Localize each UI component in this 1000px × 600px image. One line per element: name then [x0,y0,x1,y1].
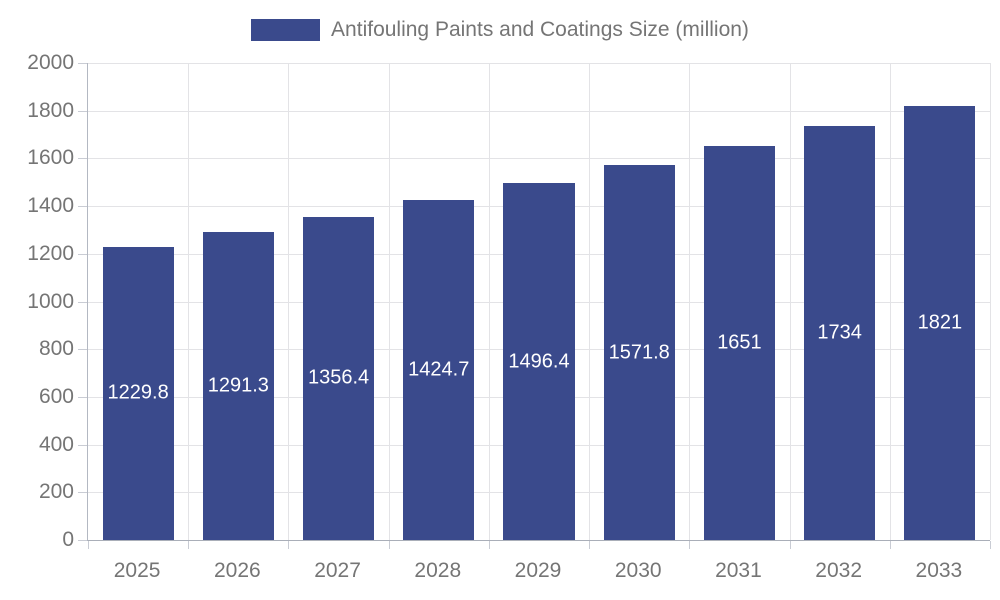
x-axis-tick [589,541,591,549]
y-tick-label: 1400 [27,194,74,218]
bar: 1571.8 [603,165,675,540]
x-tick-label: 2033 [915,559,963,582]
y-tick-label: 200 [38,480,74,504]
x-tick-label: 2026 [213,559,261,582]
x-tick-label: 2025 [113,559,161,582]
y-tick-label: 0 [62,528,74,551]
bar: 1651 [703,146,776,540]
y-axis: 0 200 400 600 800 1000 1200 1400 1600 1800 2000 [0,51,74,551]
bar-value-label: 1229.8 [107,381,169,404]
y-axis-tick [78,110,87,112]
bar-value-label: 1651 [717,331,762,354]
gridline-vertical [990,63,991,540]
y-tick-label: 1000 [27,289,74,313]
gridline-vertical [689,63,691,540]
y-tick-label: 600 [38,384,74,408]
legend-label: Antifouling Paints and Coatings Size (mi… [331,18,749,41]
y-axis-tick [78,540,87,541]
x-axis-tick [388,541,390,549]
x-tick-label: 2031 [715,559,762,582]
gridline-horizontal [88,110,990,112]
y-axis-tick [78,349,87,351]
gridline-vertical [889,63,891,540]
y-tick-label: 1600 [27,146,74,170]
gridline-horizontal [88,63,990,64]
x-tick-label: 2027 [314,559,361,582]
gridline-vertical [388,63,390,540]
x-axis-tick [990,541,991,549]
y-axis-tick [78,253,87,255]
x-tick-label: 2032 [815,559,863,582]
x-axis: 2025 2026 2027 2028 2029 2030 2031 2032 2033 [87,541,990,591]
y-axis-tick [78,444,87,446]
bar-value-label: 1821 [917,311,963,334]
bar-value-label: 1291.3 [207,374,269,397]
bar: 1496.4 [503,183,575,540]
y-tick-label: 1200 [27,241,74,265]
y-axis-tick [78,301,87,303]
gridline-vertical [789,63,791,540]
y-axis-tick [78,396,87,398]
x-tick-label: 2029 [514,559,562,582]
bar: 1734 [804,126,876,540]
legend-swatch [251,19,321,41]
bar-value-label: 1424.7 [408,358,470,381]
bar: 1821 [904,105,976,540]
x-axis-tick [689,541,691,549]
x-axis-tick [88,541,89,549]
gridline-vertical [589,63,591,540]
plot-area: 1229.8 1291.3 1356.4 1424.7 1496.4 1571.8 1651… [78,63,991,549]
bar: 1424.7 [403,200,475,540]
bar: 1229.8 [102,246,174,540]
y-axis-tick [78,63,87,64]
x-axis-tick [288,541,290,549]
x-axis-tick [889,541,891,549]
bar-value-label: 1734 [817,321,862,344]
bar: 1356.4 [302,216,375,540]
y-tick-label: 800 [38,337,74,361]
legend[interactable]: Antifouling Paints and Coatings Size (mi… [0,18,1000,42]
x-axis-tick [488,541,490,549]
bar-value-label: 1356.4 [307,366,370,389]
y-axis-tick [78,492,87,494]
y-axis-tick [78,158,87,160]
x-tick-label: 2030 [614,559,662,582]
x-tick-label: 2028 [414,559,462,582]
x-axis-tick [188,541,190,549]
gridline-vertical [288,63,290,540]
gridline-vertical [488,63,490,540]
y-tick-label: 2000 [27,51,74,74]
y-axis-tick [78,206,87,208]
y-tick-label: 1800 [27,98,74,122]
bar: 1291.3 [202,232,274,540]
gridline-vertical [188,63,190,540]
bar-value-label: 1571.8 [608,341,670,364]
gridline-horizontal [88,158,990,160]
y-tick-label: 400 [38,432,74,456]
x-axis-tick [789,541,791,549]
bar-value-label: 1496.4 [508,350,570,373]
